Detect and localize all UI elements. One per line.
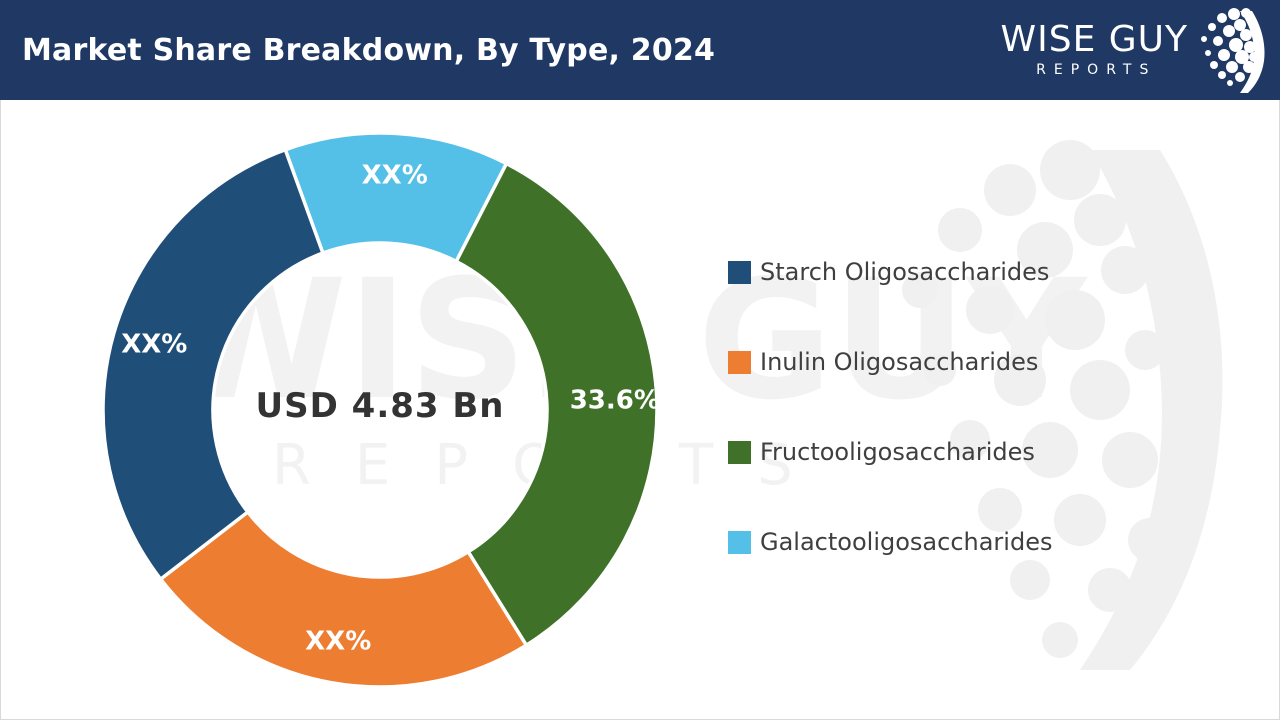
legend-item-starch-oligosaccharides: Starch Oligosaccharides bbox=[728, 259, 1052, 285]
logo-face-icon bbox=[1201, 8, 1265, 93]
legend-label: Galactooligosaccharides bbox=[760, 528, 1053, 556]
legend-label: Starch Oligosaccharides bbox=[760, 258, 1050, 286]
logo: WISE GUY REPORTS bbox=[1001, 5, 1280, 95]
legend-item-galactooligosaccharides: Galactooligosaccharides bbox=[728, 529, 1052, 555]
legend-label: Inulin Oligosaccharides bbox=[760, 348, 1039, 376]
logo-text: WISE GUY REPORTS bbox=[1000, 19, 1189, 79]
donut-slice-fructooligosaccharides bbox=[454, 161, 659, 647]
slice-value-label: XX% bbox=[121, 330, 187, 360]
page-title: Market Share Breakdown, By Type, 2024 bbox=[22, 32, 716, 68]
legend-item-fructooligosaccharides: Fructooligosaccharides bbox=[728, 439, 1052, 465]
legend-swatch bbox=[728, 260, 751, 284]
donut-slice-starch-oligosaccharides bbox=[101, 147, 325, 581]
legend-label: Fructooligosaccharides bbox=[760, 438, 1035, 466]
legend-swatch bbox=[728, 440, 751, 464]
slice-value-label: XX% bbox=[305, 626, 371, 656]
header-bar: Market Share Breakdown, By Type, 2024 WI… bbox=[0, 0, 1280, 100]
donut-chart: XX% 33.6% XX% XX% bbox=[101, 131, 660, 689]
slice-value-label: 33.6% bbox=[570, 385, 660, 415]
legend-item-inulin-oligosaccharides: Inulin Oligosaccharides bbox=[728, 349, 1052, 375]
legend-swatch bbox=[728, 530, 751, 554]
donut-slice-inulin-oligosaccharides bbox=[158, 510, 529, 689]
logo-wordmark: WISE GUY bbox=[1000, 19, 1188, 60]
slice-value-label: XX% bbox=[362, 161, 428, 191]
logo-subtext: REPORTS bbox=[1036, 62, 1157, 78]
legend-swatch bbox=[728, 350, 751, 374]
watermark-face-icon bbox=[902, 140, 1223, 670]
chart-center-value: USD 4.83 Bn bbox=[255, 386, 505, 426]
legend: Starch Oligosaccharides Inulin Oligosacch… bbox=[728, 259, 1052, 619]
